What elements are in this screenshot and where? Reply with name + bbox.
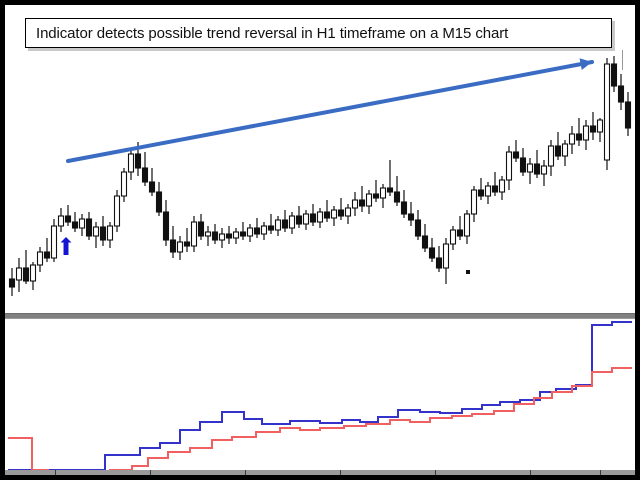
candlestick-canvas	[8, 56, 632, 296]
axis-tick	[245, 470, 246, 475]
axis-tick	[55, 470, 56, 475]
pane-separator	[5, 313, 635, 319]
annotation-title-box[interactable]: Indicator detects possible trend reversa…	[25, 18, 612, 48]
axis-tick	[150, 470, 151, 475]
right-edge-marker	[622, 50, 623, 70]
indicator-pane[interactable]	[5, 319, 635, 475]
axis-tick	[435, 470, 436, 475]
price-chart-pane[interactable]	[5, 5, 635, 313]
page-title: Indicator detects possible trend reversa…	[36, 24, 509, 42]
axis-tick	[600, 470, 601, 475]
axis-tick	[530, 470, 531, 475]
indicator-canvas	[8, 321, 632, 473]
axis-tick	[340, 470, 341, 475]
time-axis-strip	[5, 470, 635, 475]
